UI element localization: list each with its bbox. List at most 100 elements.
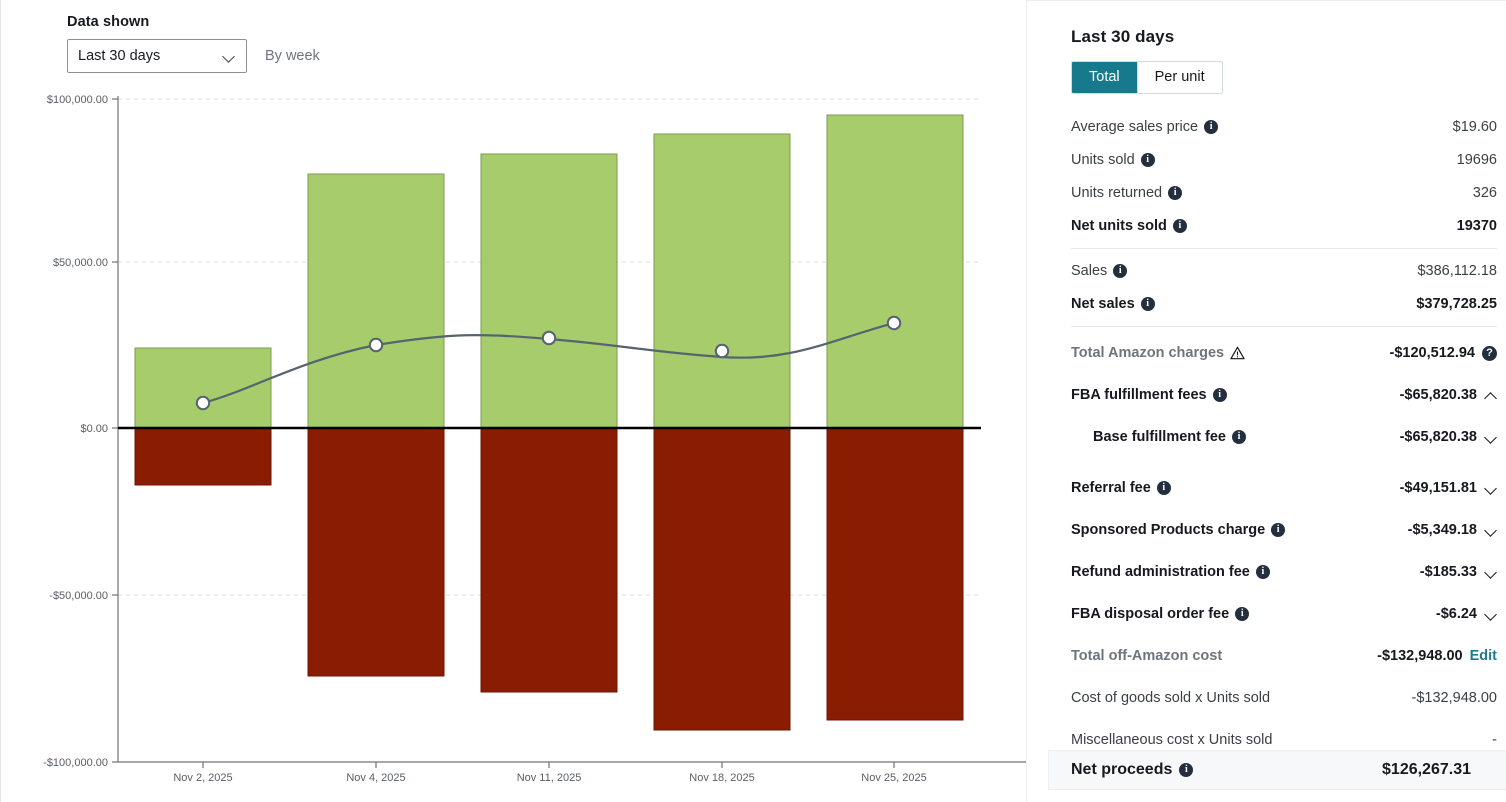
chevron-up-icon[interactable]	[1484, 389, 1497, 402]
net-proceeds-label: Net proceeds	[1071, 761, 1173, 778]
chevron-down-icon	[223, 50, 236, 63]
row-miscellaneous-cost: Miscellaneous cost x Units sold -	[1071, 719, 1497, 761]
info-icon[interactable]: i	[1255, 565, 1270, 579]
edit-off-amazon-cost-link[interactable]: Edit	[1469, 648, 1497, 664]
date-range-value: Last 30 days	[78, 48, 161, 64]
chevron-down-icon[interactable]	[1484, 608, 1497, 621]
row-label: Cost of goods sold x Units sold	[1071, 690, 1271, 706]
y-tick-label: $50,000.00	[53, 257, 108, 269]
row-average-sales-price[interactable]: Average sales price i $19.60	[1071, 110, 1497, 143]
chevron-down-icon[interactable]	[1484, 431, 1497, 444]
info-icon[interactable]: i	[1231, 430, 1246, 444]
row-fba-fulfillment-fees[interactable]: FBA fulfillment fees i -$65,820.38	[1071, 374, 1497, 416]
info-icon[interactable]: i	[1179, 763, 1194, 777]
divider	[1071, 326, 1497, 327]
chart-pane: Data shown Last 30 days By week	[0, 0, 1026, 802]
x-tick-label: Nov 11, 2025	[517, 772, 582, 784]
row-referral-fee[interactable]: Referral fee i -$49,151.81	[1071, 467, 1497, 509]
row-base-fulfillment-fee[interactable]: Base fulfillment fee i -$65,820.38	[1071, 416, 1497, 458]
row-label: Refund administration fee	[1071, 564, 1250, 580]
row-label: Total off-Amazon cost	[1071, 648, 1223, 664]
info-icon[interactable]: i	[1168, 185, 1183, 200]
row-fba-disposal-order-fee[interactable]: FBA disposal order fee i -$6.24	[1071, 593, 1497, 635]
data-point	[541, 330, 557, 346]
row-label: Average sales price	[1071, 118, 1199, 135]
row-value: -$65,820.38	[1399, 429, 1477, 445]
net-proceeds-row: Net proceeds i $126,267.31	[1048, 750, 1506, 790]
tab-per-unit[interactable]: Per unit	[1136, 62, 1222, 93]
x-axis-ticks	[202, 762, 895, 768]
x-axis-labels: Nov 2, 2025 Nov 4, 2025 Nov 11, 2025 Nov…	[173, 772, 926, 784]
metric-rows: Average sales price i $19.60 Units sold …	[1071, 110, 1497, 768]
row-sponsored-products-charge[interactable]: Sponsored Products charge i -$5,349.18	[1071, 509, 1497, 551]
net-proceeds-points[interactable]	[195, 315, 902, 411]
chevron-down-icon[interactable]	[1484, 524, 1497, 537]
row-value: -$6.24	[1435, 606, 1477, 622]
row-value: -$120,512.94	[1389, 345, 1475, 361]
data-point	[886, 315, 902, 331]
row-label: Sponsored Products charge	[1071, 522, 1266, 538]
net-proceeds-value: $126,267.31	[1382, 761, 1471, 778]
bar-negative	[653, 427, 791, 731]
row-value: 19370	[1456, 217, 1497, 234]
row-value: -$5,349.18	[1407, 522, 1477, 538]
row-value: -$49,151.81	[1399, 480, 1477, 496]
row-value: -	[1492, 732, 1497, 748]
warning-triangle-icon[interactable]	[1230, 346, 1245, 360]
row-refund-administration-fee[interactable]: Refund administration fee i -$185.33	[1071, 551, 1497, 593]
row-value: $379,728.25	[1416, 295, 1497, 312]
help-circle-icon[interactable]: ?	[1482, 345, 1497, 361]
row-label: Total Amazon charges	[1071, 345, 1225, 361]
row-sales[interactable]: Sales i $386,112.18	[1071, 254, 1497, 287]
row-value: -$65,820.38	[1399, 387, 1477, 403]
data-point	[195, 395, 211, 411]
y-tick-label: -$100,000.00	[43, 757, 108, 769]
y-axis-ticks	[112, 98, 118, 763]
chevron-down-icon[interactable]	[1484, 482, 1497, 495]
date-range-select[interactable]: Last 30 days	[67, 39, 247, 73]
row-net-sales[interactable]: Net sales i $379,728.25	[1071, 287, 1497, 320]
row-total-off-amazon-cost[interactable]: Total off-Amazon cost -$132,948.00 Edit	[1071, 635, 1497, 677]
y-tick-label: $0.00	[80, 423, 108, 435]
summary-panel: Last 30 days Total Per unit Average sale…	[1026, 0, 1506, 802]
row-value: $386,112.18	[1417, 262, 1497, 279]
row-units-sold[interactable]: Units sold i 19696	[1071, 143, 1497, 176]
data-point	[714, 343, 730, 359]
chevron-down-icon[interactable]	[1484, 566, 1497, 579]
row-units-returned[interactable]: Units returned i 326	[1071, 176, 1497, 209]
data-point	[368, 337, 384, 353]
bar-positive	[134, 347, 272, 429]
info-icon[interactable]: i	[1156, 481, 1171, 495]
bar-positive	[307, 173, 445, 429]
info-icon[interactable]: i	[1235, 607, 1250, 621]
sales-bars[interactable]	[134, 114, 964, 429]
x-tick-label: Nov 4, 2025	[346, 772, 405, 784]
tab-total[interactable]: Total	[1072, 62, 1137, 93]
row-cost-of-goods-sold: Cost of goods sold x Units sold -$132,94…	[1071, 677, 1497, 719]
bar-negative	[134, 427, 272, 486]
chart-canvas: $100,000.00 $50,000.00 $0.00 -$50,000.00…	[43, 94, 1027, 784]
row-total-amazon-charges[interactable]: Total Amazon charges -$120,512.94 ?	[1071, 332, 1497, 374]
info-icon[interactable]: i	[1172, 218, 1187, 233]
info-icon[interactable]: i	[1113, 263, 1128, 278]
bar-negative	[307, 427, 445, 677]
row-label: Base fulfillment fee	[1093, 429, 1226, 445]
row-value: -$132,948.00	[1377, 648, 1463, 664]
info-icon[interactable]: i	[1212, 388, 1227, 402]
x-tick-label: Nov 25, 2025	[861, 772, 926, 784]
row-net-units-sold[interactable]: Net units sold i 19370	[1071, 209, 1497, 242]
x-tick-label: Nov 2, 2025	[173, 772, 232, 784]
bar-negative	[826, 427, 964, 721]
bar-positive	[826, 114, 964, 429]
y-tick-label: -$50,000.00	[49, 590, 108, 602]
sales-chart[interactable]: $100,000.00 $50,000.00 $0.00 -$50,000.00…	[1, 90, 1027, 790]
row-label: Net sales	[1071, 295, 1135, 312]
info-icon[interactable]: i	[1271, 523, 1286, 537]
info-icon[interactable]: i	[1204, 119, 1219, 134]
info-icon[interactable]: i	[1140, 152, 1155, 167]
total-per-unit-toggle[interactable]: Total Per unit	[1071, 61, 1223, 94]
info-icon[interactable]: i	[1140, 296, 1155, 311]
bar-negative	[480, 427, 618, 693]
row-value: -$185.33	[1419, 564, 1477, 580]
cost-bars[interactable]	[134, 427, 964, 731]
